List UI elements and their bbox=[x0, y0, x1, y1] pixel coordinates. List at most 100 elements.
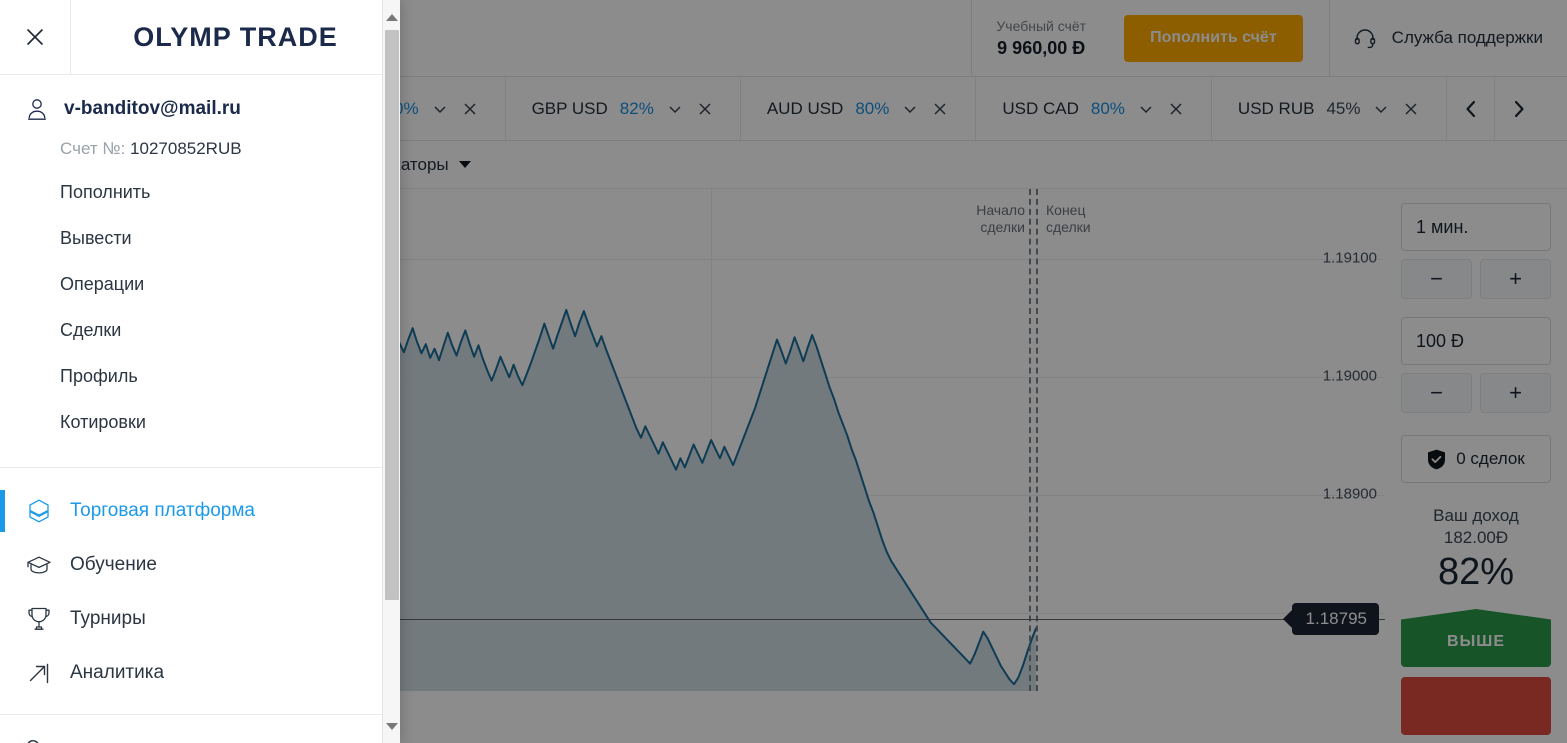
y-axis-tick-0: 1.19100 bbox=[1322, 249, 1377, 267]
chevron-down-icon[interactable] bbox=[666, 100, 684, 118]
headset-icon bbox=[1352, 25, 1378, 51]
gridline bbox=[0, 377, 1385, 378]
drawer-link-quotes[interactable]: Котировки bbox=[60, 412, 146, 433]
trade-start-label: Начало сделки bbox=[955, 202, 1025, 236]
sidebar-item-label: Турниры bbox=[70, 608, 146, 630]
drawer-link-deals[interactable]: Сделки bbox=[60, 320, 122, 341]
drawer-footer: О компании bbox=[0, 715, 400, 743]
drawer-nav-section: Торговая платформа Обучение bbox=[0, 468, 400, 716]
duration-increase-button[interactable]: + bbox=[1480, 259, 1551, 299]
sidebar-item-education[interactable]: Обучение bbox=[0, 538, 400, 592]
amount-stepper: − + bbox=[1401, 373, 1551, 413]
tab-payout: 82% bbox=[619, 98, 654, 118]
tabs-prev-button[interactable] bbox=[1447, 77, 1496, 140]
amount-decrease-button[interactable]: − bbox=[1401, 373, 1472, 413]
account-drawer: OLYMP TRADE v-banditov@mail.ru Сче bbox=[0, 0, 400, 743]
account-balance-block[interactable]: Учебный счёт 9 960,00 Ð bbox=[971, 0, 1110, 77]
drawer-link-operations[interactable]: Операции bbox=[60, 274, 145, 295]
tab-name: USD RUB bbox=[1237, 98, 1315, 118]
open-deals-button[interactable]: 0 сделок bbox=[1401, 435, 1551, 483]
put-lower-button[interactable] bbox=[1401, 677, 1551, 735]
deposit-button[interactable]: Пополнить счёт bbox=[1124, 14, 1303, 62]
account-email: v-banditov@mail.ru bbox=[64, 98, 241, 120]
drawer-header: OLYMP TRADE bbox=[0, 0, 400, 76]
account-number-value: 10270852RUB bbox=[130, 139, 242, 159]
current-price-line bbox=[0, 619, 1385, 620]
close-icon[interactable] bbox=[1402, 100, 1420, 118]
graduation-cap-icon bbox=[26, 552, 52, 578]
chevron-up-icon bbox=[386, 13, 398, 21]
sidebar-item-tournaments[interactable]: Турниры bbox=[0, 592, 400, 646]
trade-start-marker bbox=[1029, 189, 1031, 691]
tabs-next-button[interactable] bbox=[1495, 77, 1543, 140]
trade-end-label-line2: сделки bbox=[1046, 219, 1091, 235]
duration-decrease-button[interactable]: − bbox=[1401, 259, 1472, 299]
trade-end-label: Конец сделки bbox=[1046, 202, 1116, 236]
drawer-link-deposit[interactable]: Пополнить bbox=[60, 182, 151, 203]
account-type-label: Учебный счёт bbox=[996, 18, 1087, 34]
trade-start-label-line2: сделки bbox=[980, 219, 1025, 235]
income-block: Ваш доход 182.00Ð 82% bbox=[1401, 505, 1551, 595]
account-number-row: Счет №: 10270852RUB bbox=[0, 127, 400, 169]
scroll-down-button[interactable] bbox=[383, 715, 401, 737]
close-icon[interactable] bbox=[461, 100, 479, 118]
trade-panel: 1 мин. − + 100 Ð − + 0 сделок bbox=[1385, 189, 1567, 743]
chevron-down-icon[interactable] bbox=[1372, 100, 1390, 118]
drawer-close-button[interactable] bbox=[0, 0, 71, 75]
gridline bbox=[0, 259, 1385, 260]
account-user-row[interactable]: v-banditov@mail.ru bbox=[0, 91, 400, 127]
income-label: Ваш доход bbox=[1433, 506, 1519, 525]
tab-name: USD CAD bbox=[1002, 98, 1079, 118]
amount-increase-button[interactable]: + bbox=[1480, 373, 1551, 413]
income-amount: 182.00Ð bbox=[1443, 528, 1509, 547]
sidebar-item-trading-platform[interactable]: Торговая платформа bbox=[0, 484, 400, 538]
chevron-down-icon[interactable] bbox=[901, 100, 919, 118]
trade-end-marker bbox=[1036, 189, 1038, 691]
amount-input[interactable]: 100 Ð bbox=[1401, 317, 1551, 365]
current-price-badge: 1.18795 bbox=[1291, 603, 1379, 635]
chevron-down-icon[interactable] bbox=[1137, 100, 1155, 118]
chevron-down-icon[interactable] bbox=[431, 100, 449, 118]
sidebar-item-analytics[interactable]: Аналитика bbox=[0, 646, 400, 700]
close-icon[interactable] bbox=[1167, 100, 1185, 118]
account-number-label: Счет №: bbox=[60, 139, 126, 159]
platform-icon bbox=[26, 498, 52, 524]
sidebar-item-label: Торговая платформа bbox=[70, 500, 255, 522]
drawer-link-withdraw[interactable]: Вывести bbox=[60, 228, 132, 249]
sidebar-item-label: Обучение bbox=[70, 554, 157, 576]
support-block[interactable]: Служба поддержки bbox=[1328, 0, 1567, 77]
tab-payout: 80% bbox=[1090, 98, 1125, 118]
close-icon[interactable] bbox=[931, 100, 949, 118]
tab-instrument-1[interactable]: GBP USD 82% bbox=[506, 77, 741, 140]
income-percent: 82% bbox=[1437, 551, 1515, 593]
brand-logo: OLYMP TRADE bbox=[71, 0, 400, 74]
shield-check-icon bbox=[1427, 449, 1446, 470]
scroll-up-button[interactable] bbox=[383, 6, 401, 28]
tab-name: GBP USD bbox=[531, 98, 608, 118]
call-higher-button[interactable]: ВЫШЕ bbox=[1401, 609, 1551, 667]
user-icon bbox=[26, 97, 48, 121]
duration-input[interactable]: 1 мин. bbox=[1401, 203, 1551, 251]
trend-arrow-icon bbox=[26, 660, 52, 686]
tab-instrument-2[interactable]: AUD USD 80% bbox=[741, 77, 977, 140]
drawer-scrollbar[interactable] bbox=[382, 0, 400, 743]
tab-name: AUD USD bbox=[766, 98, 844, 118]
trophy-icon bbox=[26, 606, 52, 632]
close-icon[interactable] bbox=[696, 100, 714, 118]
logo-text: OLYMP TRADE bbox=[133, 21, 338, 52]
open-deals-label: 0 сделок bbox=[1456, 449, 1525, 468]
tab-payout: 80% bbox=[855, 98, 890, 118]
drawer-link-profile[interactable]: Профиль bbox=[60, 366, 138, 387]
drawer-content: v-banditov@mail.ru Счет №: 10270852RUB П… bbox=[0, 75, 400, 743]
account-section: v-banditov@mail.ru Счет №: 10270852RUB П… bbox=[0, 75, 400, 469]
tab-payout: 0% bbox=[394, 98, 419, 118]
scrollbar-thumb[interactable] bbox=[385, 30, 399, 600]
chevron-down-icon[interactable] bbox=[458, 161, 471, 168]
drawer-link-about[interactable]: О компании bbox=[26, 737, 125, 743]
tab-instrument-3[interactable]: USD CAD 80% bbox=[976, 77, 1212, 140]
trade-start-label-line1: Начало bbox=[976, 202, 1025, 218]
tab-instrument-4[interactable]: USD RUB 45% bbox=[1212, 77, 1448, 140]
trade-end-label-line1: Конец bbox=[1046, 202, 1086, 218]
tab-instrument-0[interactable]: 0% bbox=[0, 77, 506, 140]
